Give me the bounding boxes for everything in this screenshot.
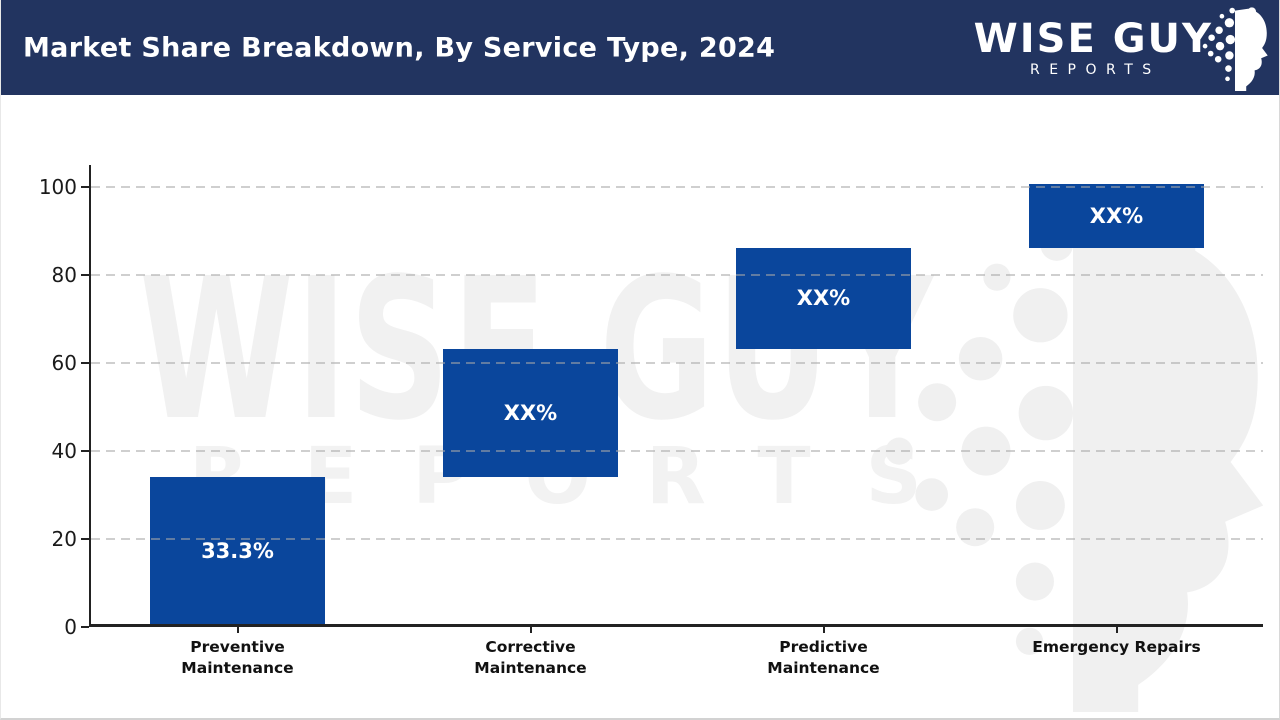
x-axis-label: Preventive Maintenance — [181, 637, 293, 679]
gridline — [91, 186, 1263, 188]
x-axis-label-line: Predictive — [779, 638, 868, 656]
bar-preventive-maintenance: 33.3% — [149, 477, 326, 624]
x-axis-label: Corrective Maintenance — [474, 637, 586, 679]
x-axis-tick — [529, 627, 532, 633]
plot-area: 0 20 40 60 80 100 33.3% Preventive Maintenance XX… — [39, 165, 1263, 677]
x-axis-label: Emergency Repairs — [1032, 637, 1200, 658]
bar-predictive-maintenance: XX% — [735, 247, 912, 349]
x-axis-label-line: Emergency Repairs — [1032, 638, 1201, 656]
bar-value-label: 33.3% — [201, 538, 274, 563]
page-title: Market Share Breakdown, By Service Type,… — [23, 32, 776, 63]
y-axis-tick-label: 60 — [51, 351, 77, 375]
bar-value-label: XX% — [503, 401, 558, 426]
x-axis-tick — [236, 627, 239, 633]
y-axis-tick — [81, 274, 89, 276]
gridline — [91, 450, 1263, 452]
y-axis-tick-label: 100 — [38, 175, 77, 199]
wiseguy-head-icon — [1202, 7, 1268, 91]
y-axis-tick — [81, 626, 89, 628]
y-axis-tick-label: 40 — [51, 439, 77, 463]
x-axis-tick — [1115, 627, 1118, 633]
x-axis-label-line: Maintenance — [474, 659, 587, 677]
gridline — [91, 538, 1263, 540]
x-axis-tick — [822, 627, 825, 633]
y-axis-tick — [81, 538, 89, 540]
x-axis-label-line: Maintenance — [767, 659, 880, 677]
x-axis-label-line: Corrective — [485, 638, 576, 656]
y-axis-tick — [81, 450, 89, 452]
x-axis-label: Predictive Maintenance — [767, 637, 879, 679]
wiseguy-logo-text: WISE GUY REPORTS — [974, 19, 1213, 78]
bar-emergency-repairs: XX% — [1028, 184, 1205, 248]
y-axis-tick-label: 80 — [51, 263, 77, 287]
y-axis-tick — [81, 186, 89, 188]
report-header: Market Share Breakdown, By Service Type,… — [1, 0, 1279, 95]
bar-corrective-maintenance: XX% — [442, 349, 619, 478]
bar-value-label: XX% — [1089, 203, 1144, 228]
gridline — [91, 274, 1263, 276]
bar-value-label: XX% — [796, 286, 851, 311]
x-axis-label-line: Maintenance — [181, 659, 294, 677]
y-axis-tick-label: 0 — [64, 615, 77, 639]
gridline — [91, 362, 1263, 364]
y-axis-tick-label: 20 — [51, 527, 77, 551]
wiseguy-logo: WISE GUY REPORTS — [974, 4, 1269, 92]
y-axis-tick — [81, 362, 89, 364]
x-axis-label-line: Preventive — [190, 638, 285, 656]
wiseguy-logo-name: WISE GUY — [973, 15, 1213, 62]
wiseguy-logo-sub: REPORTS — [1029, 61, 1161, 78]
